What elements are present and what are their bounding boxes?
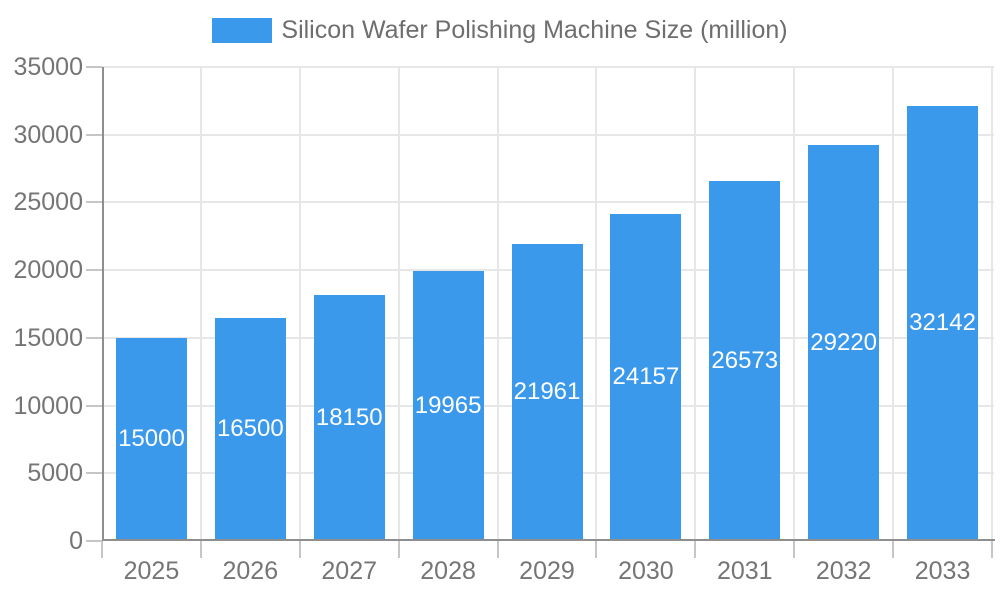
legend-label: Silicon Wafer Polishing Machine Size (mi… (281, 16, 788, 44)
v-gridline (793, 67, 796, 541)
bar[interactable]: 21961 (511, 243, 583, 541)
y-axis-tick (86, 133, 102, 136)
h-gridline (102, 66, 994, 68)
y-axis-line (102, 67, 104, 541)
y-axis-label: 0 (69, 527, 83, 555)
bar[interactable]: 15000 (115, 337, 187, 541)
x-axis-tick (694, 541, 697, 558)
bar[interactable]: 32142 (907, 105, 979, 541)
x-axis-label: 2032 (815, 557, 872, 585)
v-gridline (199, 67, 202, 541)
x-axis-label: 2026 (222, 557, 279, 585)
bar[interactable]: 18150 (313, 295, 385, 541)
x-axis-label: 2033 (914, 557, 971, 585)
bar-value-label: 19965 (414, 391, 482, 419)
y-axis-label: 20000 (13, 256, 83, 285)
y-axis-tick (86, 201, 102, 204)
x-axis-tick (199, 541, 202, 558)
x-axis-line (102, 539, 995, 541)
v-gridline (892, 67, 895, 541)
x-axis-tick (496, 541, 499, 558)
bar-value-label: 26573 (711, 347, 779, 375)
v-gridline (694, 67, 697, 541)
bar-value-label: 15000 (118, 425, 185, 453)
bar[interactable]: 24157 (610, 213, 682, 541)
y-axis-label: 35000 (13, 53, 83, 81)
v-gridline (496, 67, 499, 541)
bar-value-label: 18150 (315, 404, 383, 432)
v-gridline (298, 67, 301, 541)
bar-value-label: 16500 (216, 415, 284, 443)
bar-value-label: 21961 (513, 378, 581, 406)
v-gridline (397, 67, 400, 541)
bar[interactable]: 16500 (214, 317, 286, 541)
bar-value-label: 29220 (810, 329, 878, 357)
v-gridline (991, 67, 993, 541)
legend-swatch (212, 18, 273, 43)
x-axis-tick (991, 541, 993, 558)
y-axis-tick (86, 540, 102, 542)
x-axis-label: 2029 (519, 557, 575, 585)
h-gridline (102, 201, 994, 204)
y-axis-tick (86, 472, 102, 475)
bar[interactable]: 19965 (412, 270, 484, 541)
bar[interactable]: 26573 (709, 181, 781, 541)
y-axis-label: 10000 (13, 391, 83, 420)
y-axis-tick (86, 269, 102, 272)
bar-value-label: 32142 (909, 309, 976, 337)
x-axis-label: 2027 (321, 557, 378, 585)
x-axis-tick (298, 541, 301, 558)
plot-area: 0 5000 10000 15000 20000 25000 30000 35000 15000… (13, 53, 995, 585)
y-axis-label: 5000 (27, 459, 83, 488)
x-axis-tick (793, 541, 796, 558)
x-axis-tick (892, 541, 895, 558)
x-axis-tick (595, 541, 598, 558)
x-axis-tick (101, 541, 103, 558)
x-axis-label: 2025 (123, 557, 180, 585)
v-gridline (595, 67, 598, 541)
bar-value-label: 24157 (612, 363, 680, 391)
x-axis-label: 2031 (716, 557, 773, 585)
y-axis-tick (86, 66, 102, 68)
legend[interactable]: Silicon Wafer Polishing Machine Size (mi… (0, 16, 1000, 45)
bar[interactable]: 29220 (808, 145, 880, 541)
y-axis-tick (86, 404, 102, 407)
y-axis-label: 15000 (13, 323, 83, 352)
x-axis-label: 2030 (618, 557, 674, 585)
y-axis-tick (86, 336, 102, 339)
y-axis-label: 25000 (13, 188, 83, 217)
x-axis-label: 2028 (420, 557, 476, 585)
y-axis-label: 30000 (13, 120, 83, 149)
x-axis-tick (397, 541, 400, 558)
h-gridline (102, 133, 994, 136)
